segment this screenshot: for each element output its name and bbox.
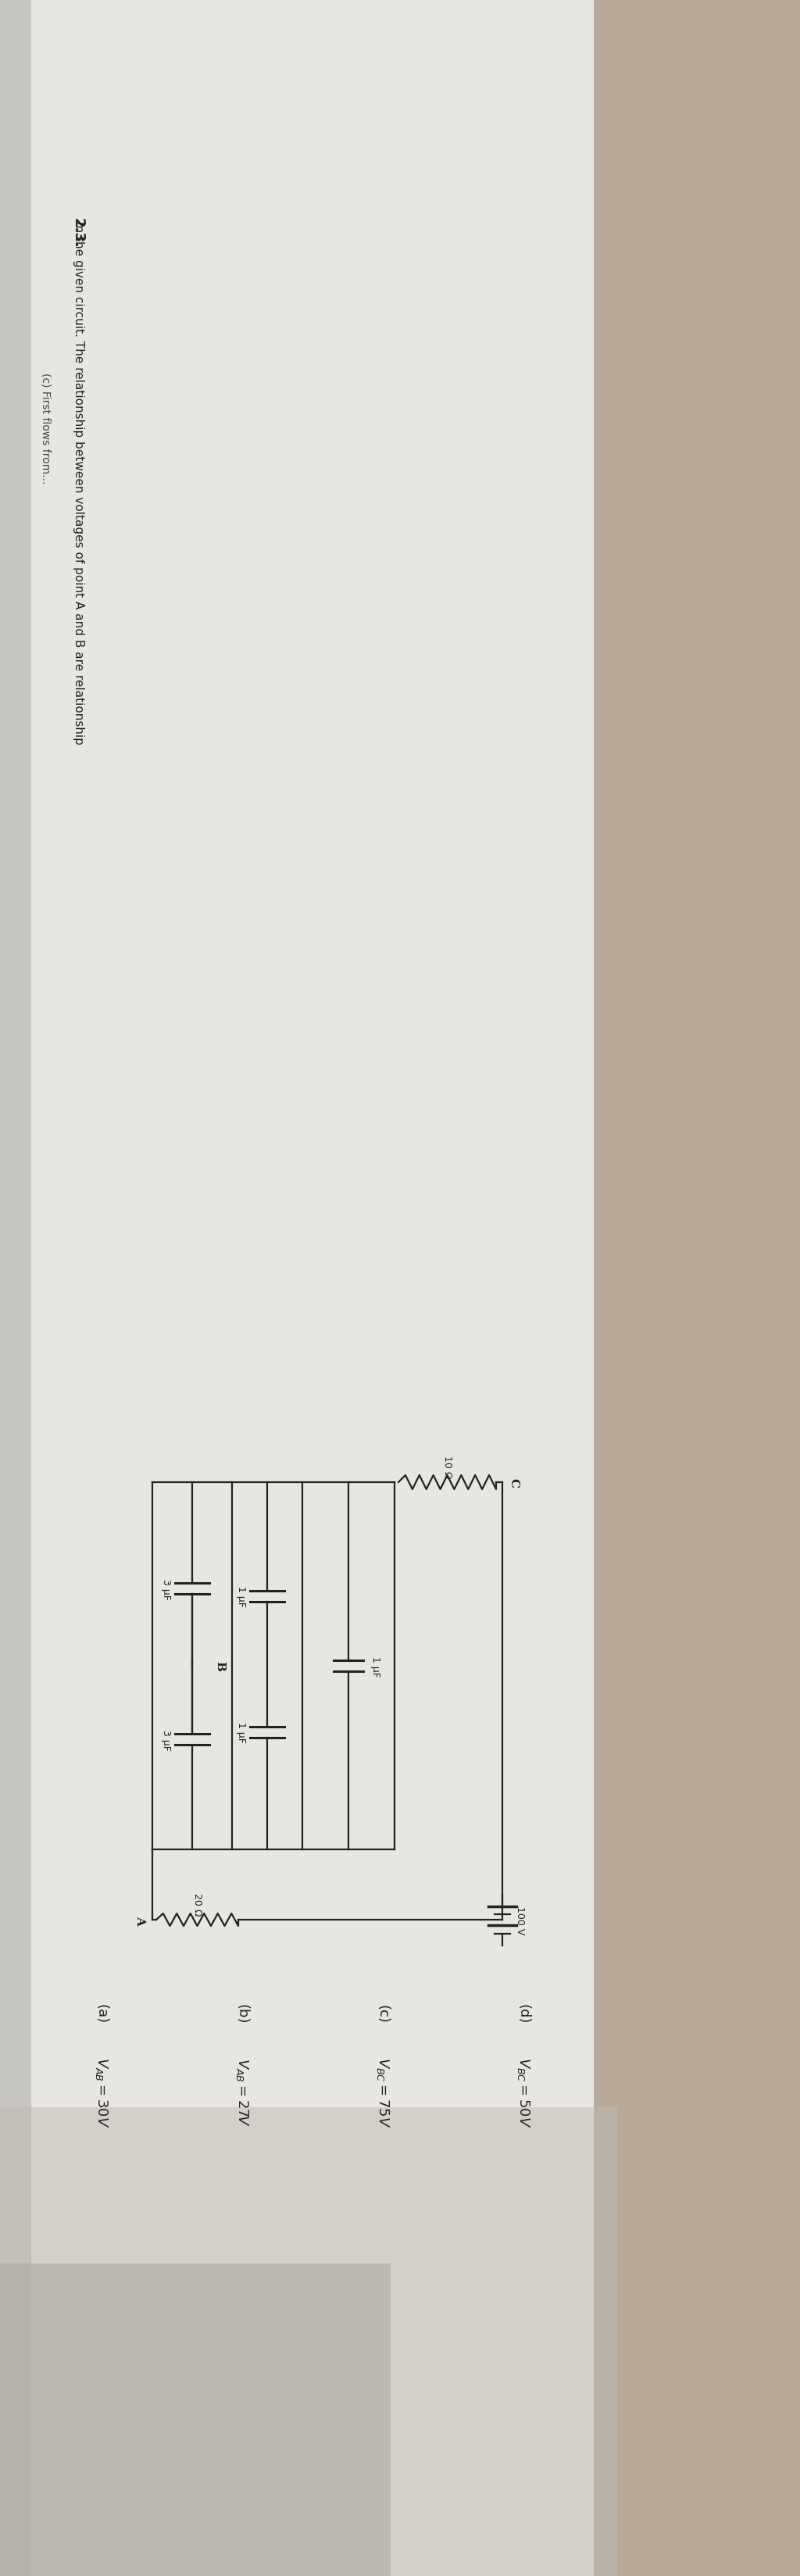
Text: (c): (c) [376,2004,390,2022]
Text: In the given circuit. The relationship between voltages of point A and B are rel: In the given circuit. The relationship b… [72,222,84,744]
Text: $V_{BC}=50V$: $V_{BC}=50V$ [516,2056,531,2128]
Bar [0,2107,617,2576]
Text: B: B [214,1662,226,1672]
Text: (d): (d) [517,2004,530,2025]
Text: 20 Ω: 20 Ω [192,1893,202,1917]
Text: (c) First flows from...: (c) First flows from... [40,374,50,484]
Text: 1 μF: 1 μF [236,1721,246,1741]
Text: A: A [134,1914,146,1924]
Text: $V_{AB}=27V$: $V_{AB}=27V$ [234,2058,250,2125]
Text: C: C [508,1479,518,1486]
Bar [0,2264,390,2576]
Bar [0,0,617,2576]
Text: $V_{BC}=75V$: $V_{BC}=75V$ [375,2056,390,2128]
Text: (b): (b) [235,2004,250,2025]
Text: 3 μF: 3 μF [161,1579,171,1600]
Text: 100 V: 100 V [514,1906,525,1935]
Text: 2.3.: 2.3. [71,216,85,247]
Text: $V_{AB}=30V$: $V_{AB}=30V$ [94,2056,110,2128]
Text: (a): (a) [94,2004,109,2022]
Text: 1 μF: 1 μF [236,1587,246,1607]
Text: 1 μF: 1 μF [370,1656,380,1677]
Text: 3 μF: 3 μF [161,1728,171,1749]
Bar [0,0,31,2576]
Text: 10 Ω: 10 Ω [442,1455,452,1479]
Bar [594,0,800,2576]
